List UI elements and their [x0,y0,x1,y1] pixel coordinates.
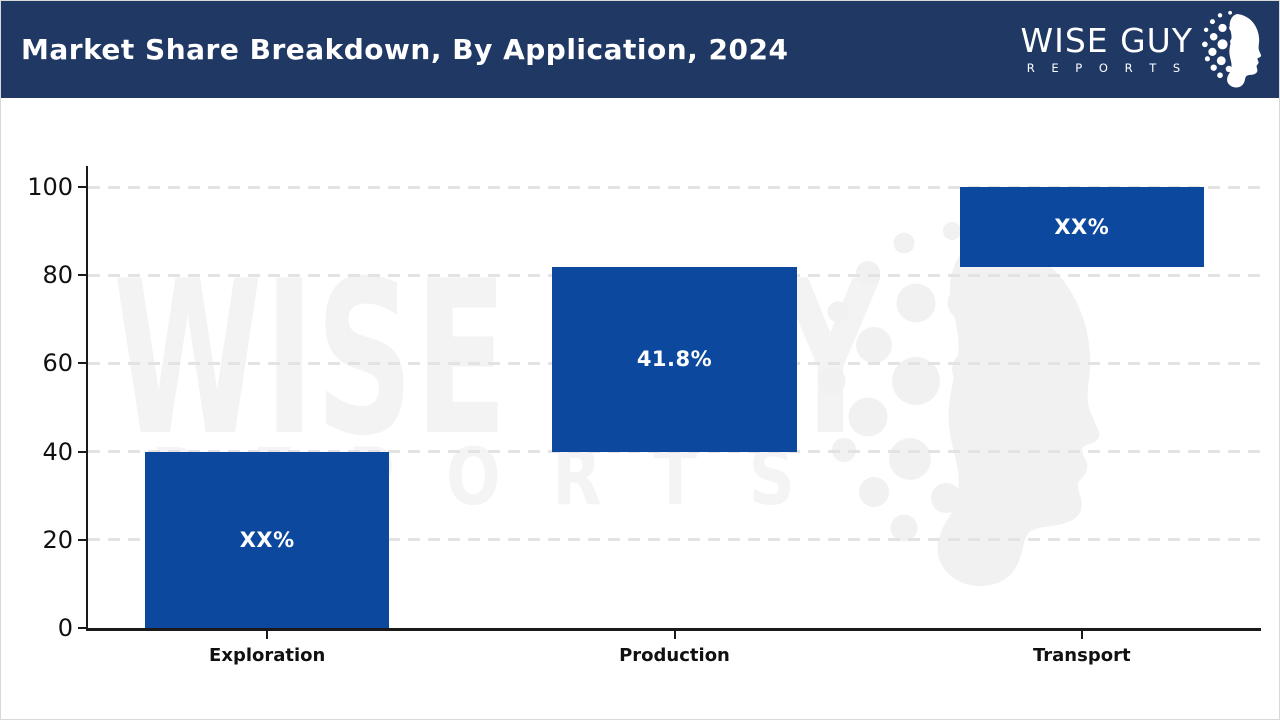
logo-brand-text: WISE GUY [1020,21,1193,60]
x-axis-label-exploration: Exploration [209,645,326,666]
bar-value-label: 41.8% [636,347,713,372]
gridline [88,538,1261,542]
y-tick-label: 100 [27,173,73,201]
bar-transport: XX% [959,187,1204,268]
y-tick-label: 60 [42,349,73,378]
chart-title: Market Share Breakdown, By Application, … [21,33,789,66]
y-tick-label: 20 [42,525,73,554]
gridline [88,185,1261,189]
bar-value-label: XX% [239,527,295,552]
y-tick-mark [78,538,86,541]
logo-text-block: WISE GUY R E P O R T S [1020,24,1193,75]
plot-area: 0 20 40 60 80 100 XX% Exploration 41.8% Productio… [27,166,1261,666]
logo-sub-text: R E P O R T S [1026,61,1187,75]
bar-production: 41.8% [552,267,797,452]
y-tick-label: 80 [42,261,73,290]
x-tick-mark [1080,631,1083,639]
y-tick-label: 40 [42,437,73,466]
gridline [88,450,1261,454]
x-tick-mark [673,631,676,639]
y-tick-mark [78,450,86,453]
x-axis-label-production: Production [619,645,730,666]
dotted-face-profile-icon [1202,10,1262,87]
x-axis-label-transport: Transport [1032,645,1131,666]
bar-exploration: XX% [145,451,390,628]
y-tick-mark [78,362,86,365]
y-tick-mark [78,186,86,188]
y-tick-mark [78,627,86,629]
header-bar: Market Share Breakdown, By Application, … [1,1,1279,98]
x-tick-mark [266,631,269,639]
wiseguy-logo: WISE GUY R E P O R T S [1020,1,1267,98]
y-tick-label: 0 [57,614,73,642]
y-tick-mark [78,274,86,277]
bar-value-label: XX% [1054,215,1110,240]
